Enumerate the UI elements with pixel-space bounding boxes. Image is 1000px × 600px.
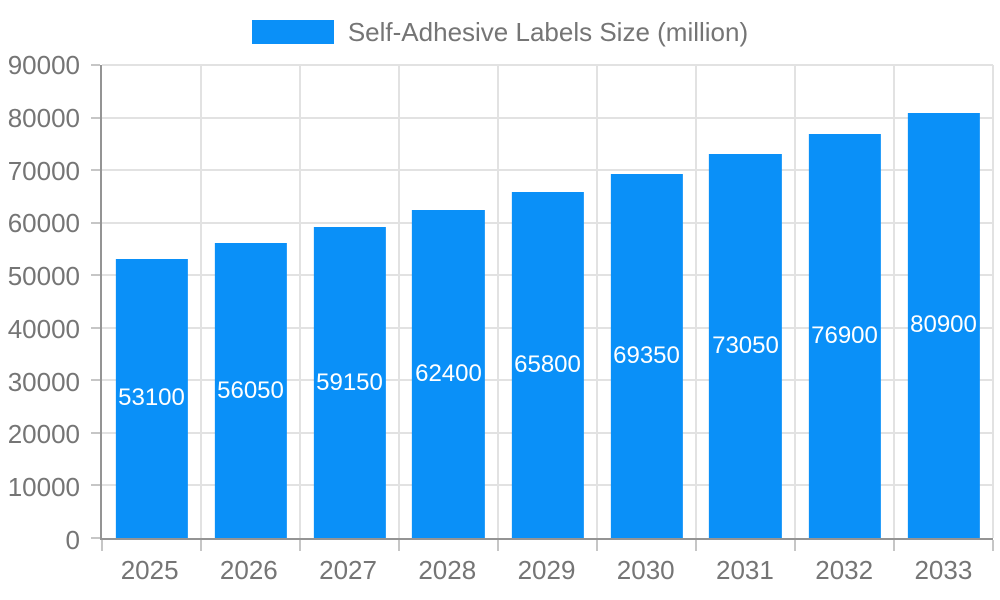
bar[interactable]: 69350 [610, 173, 683, 538]
bar-column: 62400 [399, 65, 498, 538]
bar[interactable]: 76900 [808, 133, 881, 538]
bar[interactable]: 65800 [511, 192, 584, 538]
bar-value-label: 69350 [613, 341, 680, 369]
x-axis-label: 2033 [914, 555, 973, 585]
gridline-vertical [200, 65, 202, 538]
gridline-vertical [992, 65, 994, 538]
y-axis-tick [91, 221, 100, 224]
x-axis-label: 2025 [120, 555, 179, 585]
bar[interactable]: 53100 [115, 258, 188, 538]
gridline-horizontal [102, 116, 993, 119]
x-axis-tick [694, 540, 697, 551]
gridline-vertical [893, 65, 895, 538]
x-axis-label: 2029 [517, 555, 576, 585]
gridline-vertical [596, 65, 598, 538]
y-axis-tick [91, 169, 100, 172]
x-axis-tick [299, 540, 301, 551]
x-axis-tick [101, 540, 103, 551]
y-axis-label: 20000 [7, 419, 80, 450]
gridline-horizontal [102, 64, 993, 66]
bar-column: 65800 [498, 65, 597, 538]
y-axis-label: 70000 [7, 155, 80, 186]
bar-column: 59150 [300, 65, 399, 538]
bar-column: 53100 [102, 65, 201, 538]
bar-value-label: 53100 [118, 384, 185, 412]
x-axis-tick [596, 540, 598, 551]
x-axis-tick [497, 540, 499, 551]
y-axis-tick [91, 537, 100, 539]
bar[interactable]: 59150 [313, 227, 386, 538]
y-axis-tick [91, 431, 100, 434]
x-axis-label: 2031 [716, 555, 774, 585]
legend-swatch [251, 20, 334, 44]
y-axis-tick [91, 326, 100, 329]
bar-value-label: 65800 [514, 351, 581, 379]
y-axis-tick [91, 116, 100, 119]
bar-value-label: 73050 [712, 332, 779, 360]
bar-column: 73050 [696, 65, 795, 538]
y-axis-label: 60000 [7, 208, 80, 239]
plot-area: 53100 56050 59150 62400 65800 69350 73050 76900… [91, 64, 994, 551]
y-axis-tick [91, 484, 100, 487]
bar-column: 76900 [795, 65, 894, 538]
x-axis-label: 2030 [616, 555, 675, 585]
y-axis-label: 10000 [7, 472, 80, 503]
bar-column: 56050 [201, 65, 300, 538]
x-axis-label: 2027 [319, 555, 377, 585]
y-axis-label: 80000 [7, 102, 80, 133]
bar-column: 80900 [894, 65, 993, 538]
legend-label: Self-Adhesive Labels Size (million) [347, 16, 749, 47]
gridline-horizontal [102, 169, 993, 172]
y-axis-tick [91, 379, 100, 382]
y-axis-tick [91, 64, 100, 66]
bar-value-label: 62400 [415, 360, 482, 388]
x-axis-tick [397, 540, 400, 551]
x-axis-label: 2032 [815, 555, 874, 585]
bar-value-label: 56050 [217, 376, 284, 404]
bar[interactable]: 56050 [214, 243, 287, 538]
x-axis-label: 2028 [418, 555, 477, 585]
y-axis-label: 90000 [7, 50, 80, 80]
y-axis-label: 30000 [7, 366, 80, 397]
bar-value-label: 59150 [316, 368, 383, 396]
x-axis: 2025 2026 2027 2028 2029 2030 2031 2032 2033 [100, 556, 993, 590]
y-axis: 0 10000 20000 30000 40000 50000 60000 70000 8000… [0, 52, 80, 553]
gridline-vertical [299, 65, 301, 538]
bar-value-label: 76900 [811, 321, 878, 349]
y-axis-label: 50000 [7, 261, 80, 292]
x-axis-label: 2026 [219, 555, 278, 585]
y-axis-label: 40000 [7, 313, 80, 344]
gridline-vertical [497, 65, 499, 538]
bar[interactable]: 80900 [907, 112, 980, 538]
y-axis-label: 0 [65, 525, 80, 555]
bar-value-label: 80900 [910, 311, 977, 339]
gridline-vertical [694, 65, 697, 538]
bar[interactable]: 62400 [412, 210, 485, 538]
legend[interactable]: Self-Adhesive Labels Size (million) [0, 16, 1000, 48]
gridline-vertical [794, 65, 796, 538]
x-axis-tick [893, 540, 895, 551]
bar[interactable]: 73050 [709, 154, 782, 538]
x-axis-tick [794, 540, 796, 551]
x-axis-tick [992, 540, 994, 551]
gridline-vertical [397, 65, 400, 538]
x-axis-tick [200, 540, 202, 551]
bar-column: 69350 [597, 65, 696, 538]
y-axis-tick [91, 274, 100, 277]
